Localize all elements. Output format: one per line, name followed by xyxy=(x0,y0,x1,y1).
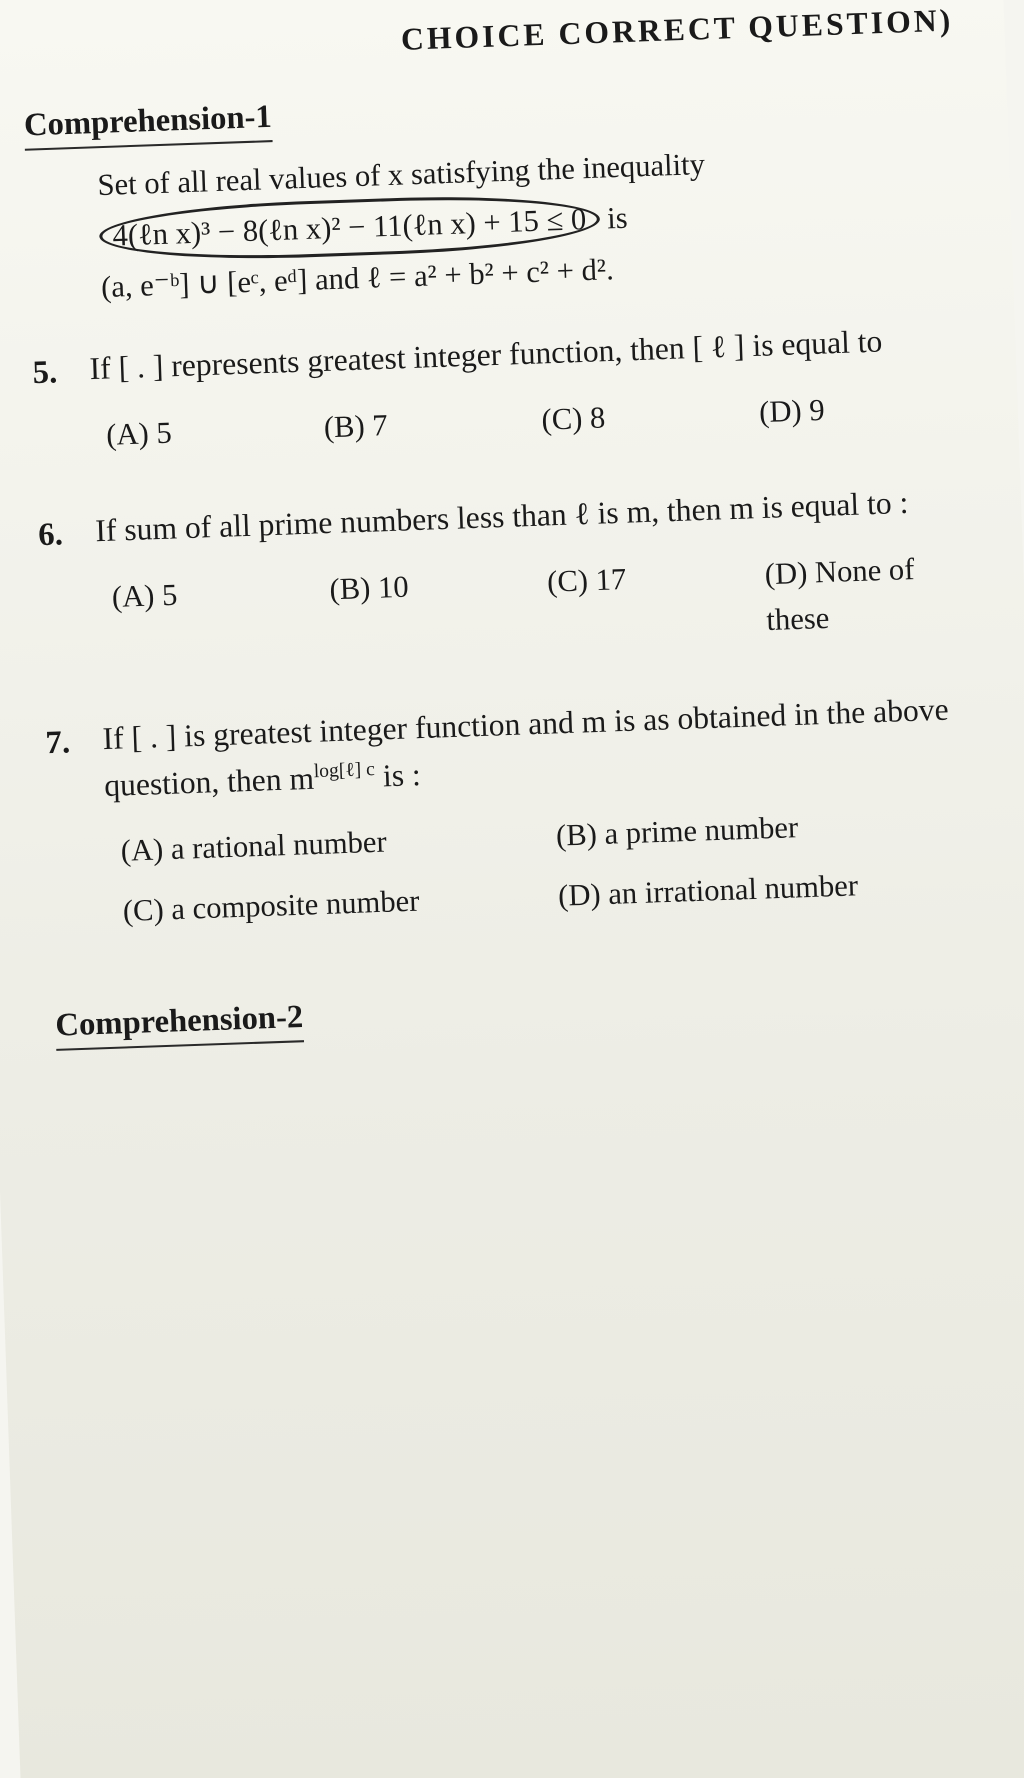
question-6: 6. If sum of all prime numbers less than… xyxy=(37,476,981,558)
question-5: 5. If [ . ] represents greatest integer … xyxy=(32,314,976,396)
question-5-number: 5. xyxy=(32,345,91,396)
q6-option-d: (D) None of these xyxy=(764,543,985,642)
q7-option-b: (B) a prime number xyxy=(555,797,992,858)
question-5-options: (A) 5 (B) 7 (C) 8 (D) 9 xyxy=(105,381,978,472)
q6-option-c: (C) 17 xyxy=(546,551,767,650)
q7-option-d: (D) an irrational number xyxy=(557,857,994,918)
q6-option-b: (B) 10 xyxy=(329,559,550,658)
header-title: CHOICE CORRECT QUESTION) xyxy=(400,2,953,57)
question-7-number: 7. xyxy=(45,715,104,766)
intro-line-2: (a, e⁻ᵇ] ∪ [eᶜ, eᵈ] and ℓ = a² + b² + c²… xyxy=(101,252,615,304)
comprehension-2-label: Comprehension-2 xyxy=(55,966,999,1050)
q5-option-a: (A) 5 xyxy=(105,404,324,457)
intro-line-1a: Set of all real values of x satisfying t… xyxy=(97,147,705,202)
question-7-options: (A) a rational number (B) a prime number… xyxy=(120,797,995,948)
q5-option-b: (B) 7 xyxy=(323,397,542,450)
comprehension-1-intro: Set of all real values of x satisfying t… xyxy=(97,132,973,310)
q6-option-a: (A) 5 xyxy=(111,566,332,665)
question-7: 7. If [ . ] is greatest integer function… xyxy=(45,684,990,812)
question-6-number: 6. xyxy=(37,507,96,558)
question-5-stem: If [ . ] represents greatest integer fun… xyxy=(89,314,975,392)
question-6-stem: If sum of all prime numbers less than ℓ … xyxy=(94,476,980,554)
page: CHOICE CORRECT QUESTION) Comprehension-1… xyxy=(0,0,1024,1778)
intro-inequality: 4(ℓn x)³ − 8(ℓn x)² − 11(ℓn x) + 15 ≤ 0 xyxy=(98,190,600,264)
q5-option-c: (C) 8 xyxy=(541,389,760,442)
intro-line-1b: is xyxy=(599,201,628,236)
q7-option-c: (C) a composite number xyxy=(122,873,559,934)
question-7-stem: If [ . ] is greatest integer function an… xyxy=(102,684,990,810)
page-header: CHOICE CORRECT QUESTION) xyxy=(21,0,965,77)
q7-option-a: (A) a rational number xyxy=(120,812,557,873)
q5-option-d: (D) 9 xyxy=(758,381,977,434)
question-6-options: (A) 5 (B) 10 (C) 17 (D) None of these xyxy=(111,543,985,679)
